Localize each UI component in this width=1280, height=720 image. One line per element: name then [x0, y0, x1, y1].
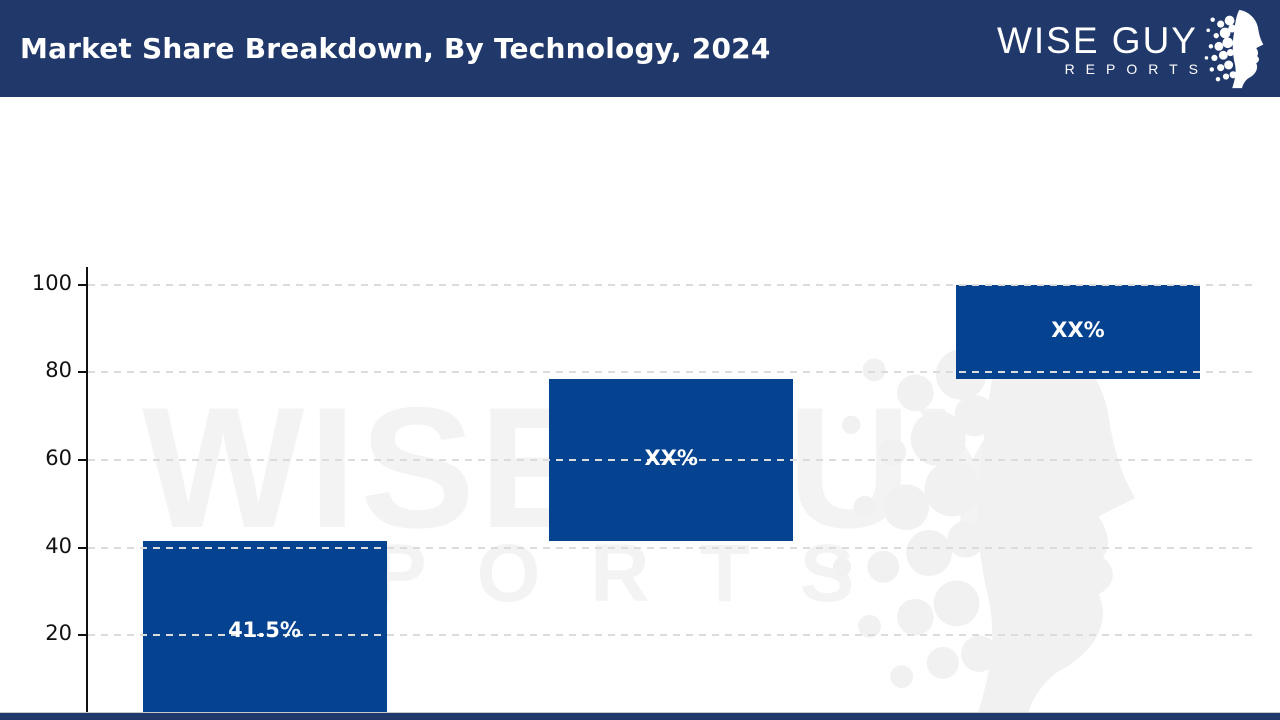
grid-line: [88, 634, 1253, 637]
grid-line: [88, 283, 1253, 286]
logo-text: WISE GUY REPORTS: [997, 22, 1198, 76]
y-tick-mark: [78, 283, 87, 286]
logo-wordmark: WISE GUY: [996, 19, 1198, 61]
grid-line: [88, 371, 1253, 374]
grid-line: [88, 546, 1253, 549]
dotted-face-icon: [1204, 9, 1264, 88]
y-tick-mark: [78, 371, 87, 374]
chart-title: Market Share Breakdown, By Technology, 2…: [20, 32, 771, 65]
logo-subtitle: REPORTS: [1064, 60, 1209, 77]
y-tick-label: 40: [45, 533, 72, 558]
plot-layer: WISE GUY REPORTS 02040608010041.5%Softwa…: [0, 97, 1280, 720]
y-tick-label: 60: [45, 445, 72, 470]
chart-region: WISE GUY REPORTS 02040608010041.5%Softwa…: [0, 97, 1280, 720]
y-tick-mark: [78, 546, 87, 549]
footer-bar: [0, 712, 1280, 720]
y-tick-label: 100: [31, 270, 72, 295]
grid-line: [88, 458, 1253, 461]
y-tick-label: 80: [45, 358, 72, 383]
bar-value-label: XX%: [644, 445, 698, 470]
bar-value-label: XX%: [1051, 317, 1105, 342]
y-tick-mark: [78, 458, 87, 461]
y-tick-mark: [78, 634, 87, 637]
y-tick-label: 20: [45, 621, 72, 646]
bar-value-label: 41.5%: [228, 618, 301, 643]
header-bar: Market Share Breakdown, By Technology, 2…: [0, 0, 1280, 97]
bar: [142, 541, 387, 720]
bar: [956, 284, 1200, 379]
wise-guy-reports-logo: WISE GUY REPORTS: [997, 9, 1266, 89]
